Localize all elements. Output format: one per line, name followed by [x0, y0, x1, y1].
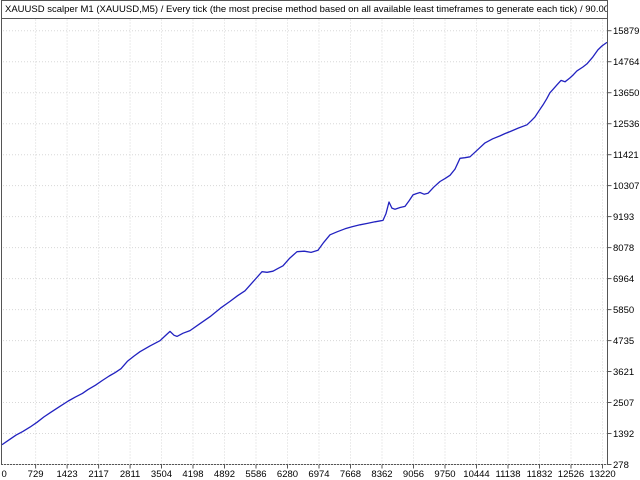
x-tick-label: 13220: [589, 469, 615, 480]
x-tick-label: 7668: [340, 469, 361, 480]
x-tick-label: 10444: [463, 469, 489, 480]
y-tick-label: 13650: [613, 88, 639, 99]
y-tick-label: 8078: [613, 243, 634, 254]
y-tick-label: 11421: [613, 150, 639, 161]
x-tick-label: 2117: [88, 469, 108, 480]
x-tick-label: 1423: [57, 469, 78, 480]
balance-curve: [2, 41, 607, 446]
y-tick-label: 2507: [613, 398, 634, 409]
x-tick-label: 6280: [277, 469, 298, 480]
x-tick-label: 9056: [403, 469, 424, 480]
y-tick-label: 5850: [613, 305, 634, 316]
y-tick-label: 278: [613, 460, 629, 471]
chart-frame: XAUUSD scalper M1 (XAUUSD,M5) / Every ti…: [1, 0, 608, 465]
y-tick-label: 1392: [613, 429, 634, 440]
y-tick-label: 10307: [613, 181, 639, 192]
x-tick-label: 11138: [495, 469, 520, 480]
y-axis-labels: 15879 14764 13650 12536 11421 10307 9193 8078 69…: [613, 26, 639, 471]
x-tick-label: 0: [2, 469, 7, 480]
x-tick-label: 5586: [245, 469, 266, 480]
x-tick-label: 8362: [371, 469, 392, 480]
y-tick-label: 15879: [613, 26, 639, 37]
x-axis-labels: 0 729 1423 2117 2811 3504 4198 4892 5586 6280 6974…: [2, 469, 616, 480]
y-tick-label: 6964: [613, 274, 634, 285]
y-tick-label: 9193: [613, 212, 634, 223]
y-tick-label: 14764: [613, 57, 639, 68]
x-tick-label: 2811: [120, 469, 140, 480]
y-tick-label: 4735: [613, 336, 634, 347]
y-tick-label: 3621: [613, 367, 634, 378]
x-tick-label: 4892: [214, 469, 235, 480]
x-tick-label: 729: [28, 469, 44, 480]
x-tick-label: 9750: [434, 469, 455, 480]
x-tick-label: 3504: [151, 469, 172, 480]
x-tick-label: 6974: [308, 469, 329, 480]
axis-tick-marks: [35, 30, 612, 469]
y-tick-label: 12536: [613, 119, 639, 130]
gridlines: [3, 19, 607, 465]
x-tick-label: 4198: [182, 469, 203, 480]
x-tick-label: 12526: [558, 469, 584, 480]
x-tick-label: 11832: [527, 469, 553, 480]
chart-title: XAUUSD scalper M1 (XAUUSD,M5) / Every ti…: [5, 4, 607, 15]
chart-title-bar: XAUUSD scalper M1 (XAUUSD,M5) / Every ti…: [2, 1, 607, 19]
